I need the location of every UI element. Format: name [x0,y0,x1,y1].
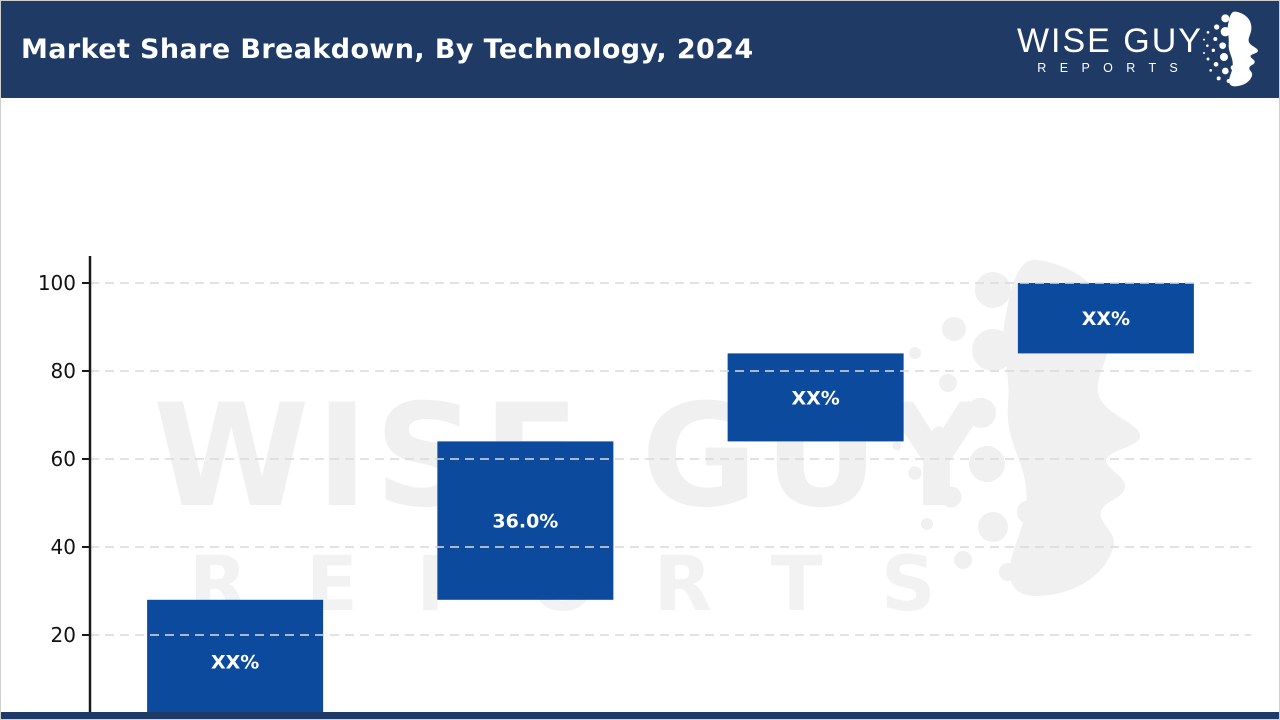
y-tick-label-20: 20 [51,623,76,647]
y-tick-label-80: 80 [51,359,76,383]
brand-name: WISE GUY [1016,21,1203,60]
y-tick-label-100: 100 [38,271,76,295]
bar-laser-therapy [437,441,614,600]
bar-label-infrared-therapy: XX% [791,387,839,409]
chart-area: WISE GUY R E P O R T S [1,98,1279,719]
bar-infrared-therapy [727,353,904,442]
bar-label-led-therapy: XX% [211,651,259,673]
bar-led-therapy [147,599,324,719]
logo-head-icon [1203,11,1259,87]
bar-label-cold-laser-therapy: XX% [1082,308,1130,330]
page-title: Market Share Breakdown, By Technology, 2… [21,34,754,65]
brand-subtitle: R E P O R T S [1037,61,1183,76]
brand-logo: WISE GUY R E P O R T S [1017,9,1269,89]
header-bar: Market Share Breakdown, By Technology, 2… [1,1,1279,98]
waterfall-chart: 020406080100LED TherapyLaser TherapyInfr… [38,256,1251,719]
footer-bar [1,712,1279,719]
bar-label-laser-therapy: 36.0% [492,511,558,533]
y-tick-label-40: 40 [51,535,76,559]
y-tick-label-60: 60 [51,447,76,471]
brand-logo-text: WISE GUY R E P O R T S [1016,21,1203,76]
